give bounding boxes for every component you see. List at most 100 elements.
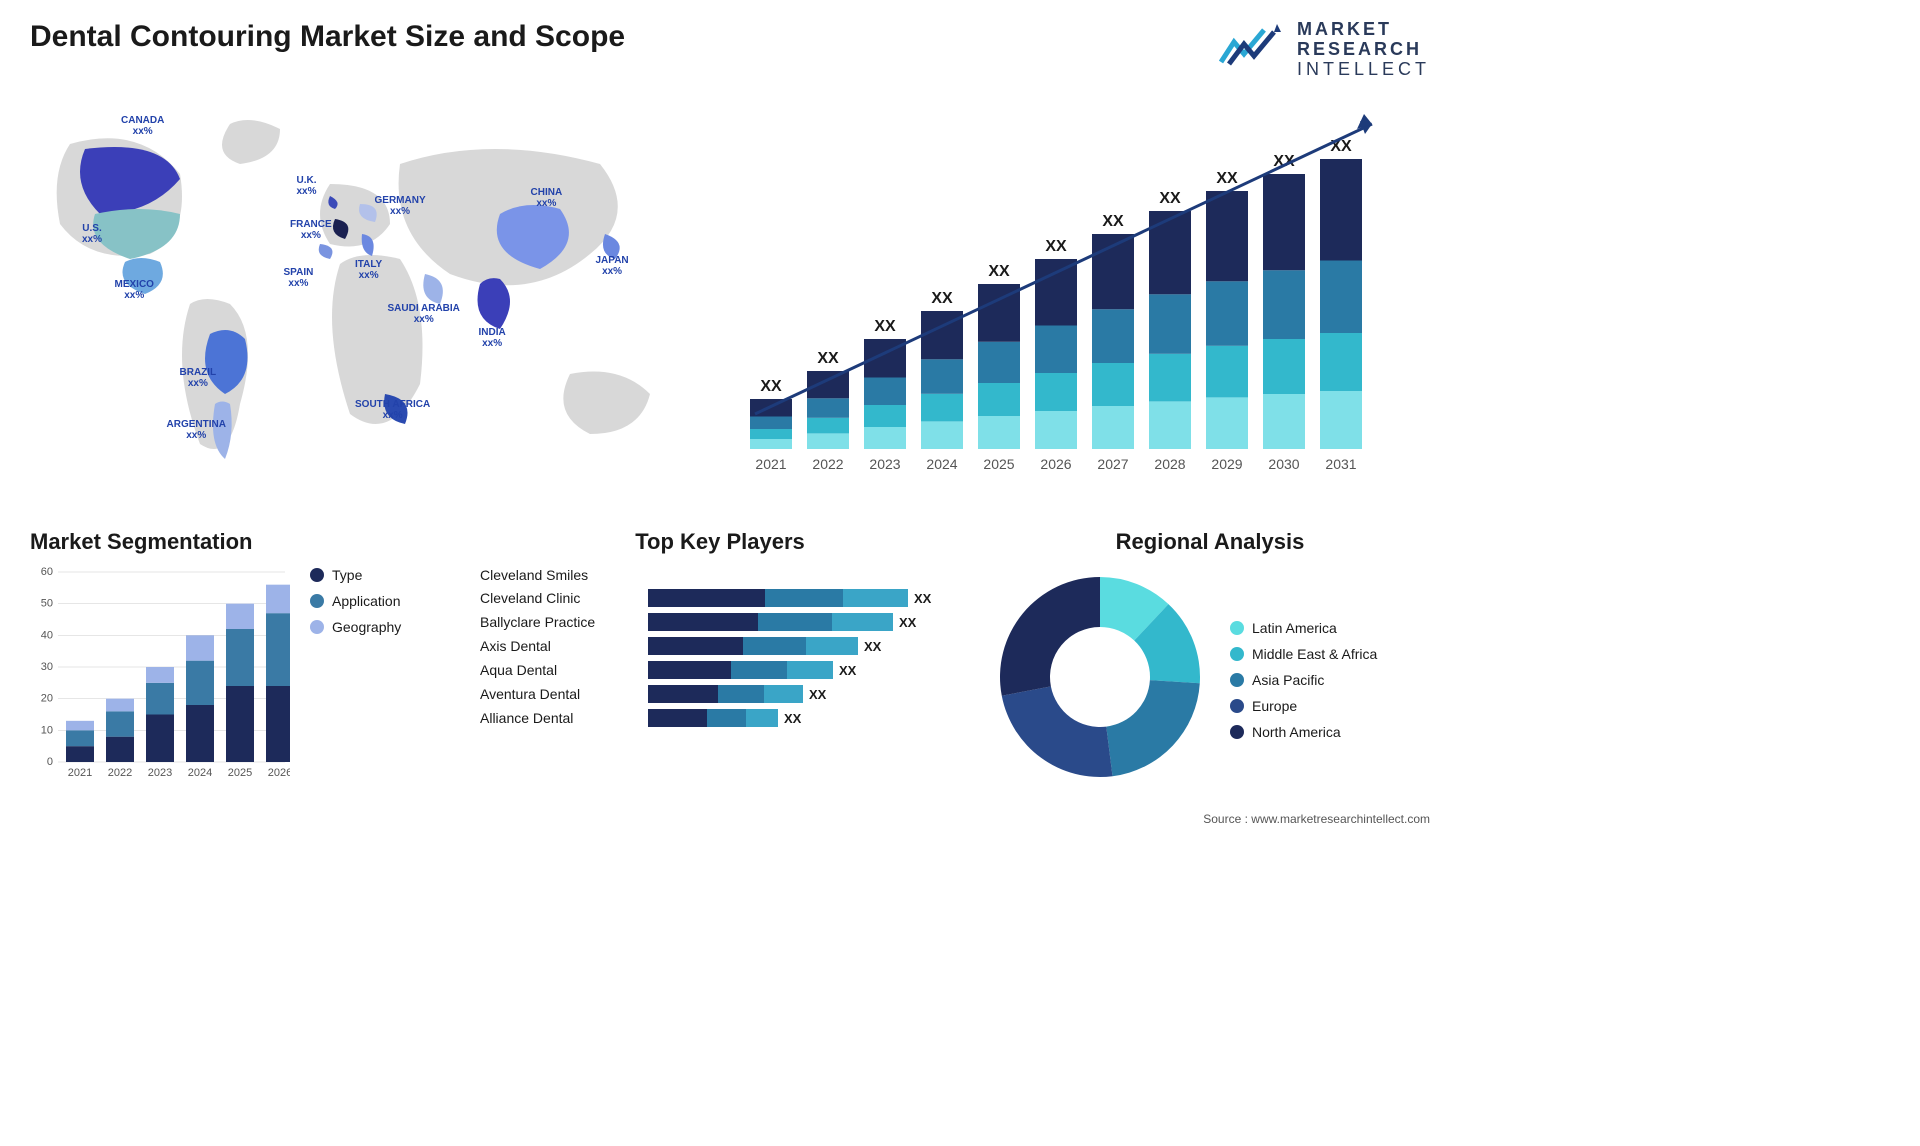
keyplayer-value: XX	[809, 687, 826, 702]
keyplayer-label: Aqua Dental	[480, 662, 640, 678]
map-label: SAUDI ARABIAxx%	[388, 303, 460, 325]
bottom-row: Market Segmentation 0 10 20 30 40 50 60 2021 202…	[30, 529, 1430, 792]
keyplayer-label: Alliance Dental	[480, 710, 640, 726]
svg-text:2026: 2026	[268, 767, 290, 779]
map-label: MEXICOxx%	[115, 279, 154, 301]
map-label: U.S.xx%	[82, 223, 102, 245]
keyplayer-bar	[648, 613, 893, 631]
segmentation-chart: 0 10 20 30 40 50 60 2021 2022 2023 2024 2025 2026	[30, 567, 290, 792]
segmentation-title: Market Segmentation	[30, 529, 450, 555]
logo-icon	[1219, 22, 1289, 77]
svg-text:XX: XX	[1102, 213, 1124, 230]
svg-text:2026: 2026	[1040, 456, 1071, 472]
map-label: JAPANxx%	[596, 255, 629, 277]
svg-text:XX: XX	[817, 350, 839, 367]
svg-text:XX: XX	[1159, 190, 1181, 207]
svg-text:40: 40	[41, 630, 53, 642]
header: Dental Contouring Market Size and Scope …	[30, 20, 1430, 79]
keyplayers-panel: Top Key Players Cleveland Smiles Clevelan…	[480, 529, 960, 792]
svg-text:2021: 2021	[755, 456, 786, 472]
legend-item: Application	[310, 593, 401, 609]
world-map-panel: CANADAxx% U.S.xx% MEXICOxx% BRAZILxx% ARGENT…	[30, 99, 680, 499]
map-label: INDIAxx%	[479, 327, 506, 349]
svg-text:20: 20	[41, 693, 53, 705]
svg-text:2025: 2025	[983, 456, 1014, 472]
svg-text:XX: XX	[988, 263, 1010, 280]
keyplayer-label: Axis Dental	[480, 638, 640, 654]
keyplayer-row: Axis Dental XX	[480, 637, 960, 655]
legend-item: Latin America	[1230, 620, 1377, 636]
map-label: CANADAxx%	[121, 115, 164, 137]
map-label: U.K.xx%	[297, 175, 317, 197]
keyplayer-row: Cleveland Smiles	[480, 567, 960, 583]
legend-item: Geography	[310, 619, 401, 635]
forecast-svg: XX2021XX2022XX2023XX2024XX2025XX2026XX20…	[710, 99, 1430, 499]
legend-item: North America	[1230, 724, 1377, 740]
svg-text:XX: XX	[760, 378, 782, 395]
regional-panel: Regional Analysis Latin America Middle Ea…	[990, 529, 1430, 792]
top-row: CANADAxx% U.S.xx% MEXICOxx% BRAZILxx% ARGENT…	[30, 99, 1430, 499]
map-label: ITALYxx%	[355, 259, 382, 281]
svg-text:2023: 2023	[148, 767, 172, 779]
svg-text:2029: 2029	[1211, 456, 1242, 472]
map-label: GERMANYxx%	[375, 195, 426, 217]
legend-item: Type	[310, 567, 401, 583]
map-label: FRANCExx%	[290, 219, 332, 241]
regional-legend: Latin America Middle East & Africa Asia Pa…	[1230, 620, 1377, 740]
keyplayer-bar	[648, 709, 778, 727]
svg-text:60: 60	[41, 567, 53, 578]
svg-text:2031: 2031	[1325, 456, 1356, 472]
brand-logo: MARKET RESEARCH INTELLECT	[1219, 20, 1430, 79]
svg-text:2024: 2024	[926, 456, 957, 472]
keyplayer-bar	[648, 685, 803, 703]
forecast-chart: XX2021XX2022XX2023XX2024XX2025XX2026XX20…	[710, 99, 1430, 499]
segmentation-legend: Type Application Geography	[310, 567, 401, 635]
svg-text:0: 0	[47, 756, 53, 768]
keyplayer-bar	[648, 661, 833, 679]
keyplayer-label: Cleveland Smiles	[480, 567, 640, 583]
svg-text:XX: XX	[1045, 238, 1067, 255]
keyplayer-row: Ballyclare PracticeXX	[480, 613, 960, 631]
svg-text:10: 10	[41, 725, 53, 737]
world-map: CANADAxx% U.S.xx% MEXICOxx% BRAZILxx% ARGENT…	[30, 99, 680, 499]
keyplayer-label: Aventura Dental	[480, 686, 640, 702]
svg-text:2028: 2028	[1154, 456, 1185, 472]
svg-text:2022: 2022	[812, 456, 843, 472]
keyplayer-row: Alliance Dental XX	[480, 709, 960, 727]
svg-text:XX: XX	[874, 318, 896, 335]
logo-text: MARKET RESEARCH INTELLECT	[1297, 20, 1430, 79]
map-label: BRAZILxx%	[180, 367, 217, 389]
source-attribution: Source : www.marketresearchintellect.com	[30, 812, 1430, 826]
svg-text:2027: 2027	[1097, 456, 1128, 472]
keyplayer-row: Cleveland Clinic XX	[480, 589, 960, 607]
keyplayers-title: Top Key Players	[480, 529, 960, 555]
svg-text:30: 30	[41, 661, 53, 673]
map-label: ARGENTINAxx%	[167, 419, 226, 441]
keyplayer-value: XX	[899, 615, 916, 630]
svg-text:50: 50	[41, 598, 53, 610]
regional-donut	[990, 567, 1210, 792]
segmentation-panel: Market Segmentation 0 10 20 30 40 50 60 2021 202…	[30, 529, 450, 792]
legend-item: Middle East & Africa	[1230, 646, 1377, 662]
page-title: Dental Contouring Market Size and Scope	[30, 20, 625, 54]
svg-text:2024: 2024	[188, 767, 212, 779]
svg-text:2030: 2030	[1268, 456, 1299, 472]
keyplayer-value: XX	[864, 639, 881, 654]
svg-text:2025: 2025	[228, 767, 252, 779]
regional-title: Regional Analysis	[990, 529, 1430, 555]
keyplayer-value: XX	[914, 591, 931, 606]
keyplayers-list: Cleveland SmilesCleveland ClinicXXBallyc…	[480, 567, 960, 727]
keyplayer-value: XX	[784, 711, 801, 726]
map-label: SOUTH AFRICAxx%	[355, 399, 430, 421]
svg-text:XX: XX	[1216, 170, 1238, 187]
svg-text:2022: 2022	[108, 767, 132, 779]
legend-item: Europe	[1230, 698, 1377, 714]
legend-item: Asia Pacific	[1230, 672, 1377, 688]
keyplayer-value: XX	[839, 663, 856, 678]
keyplayer-label: Cleveland Clinic	[480, 590, 640, 606]
keyplayer-bar	[648, 637, 858, 655]
svg-text:XX: XX	[931, 290, 953, 307]
map-label: SPAINxx%	[284, 267, 314, 289]
map-label: CHINAxx%	[531, 187, 563, 209]
svg-text:2021: 2021	[68, 767, 92, 779]
